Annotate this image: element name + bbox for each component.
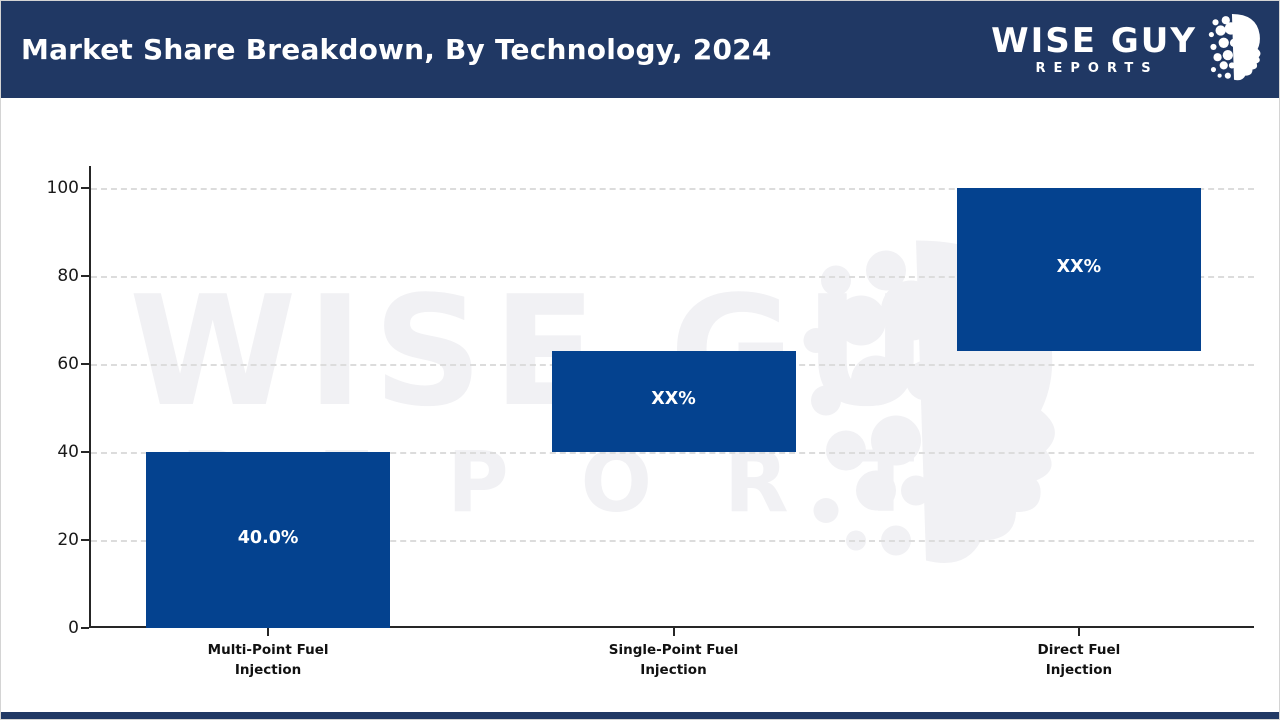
gridline-80 bbox=[91, 276, 1254, 278]
bar-value-label: XX% bbox=[651, 389, 696, 410]
y-axis-tick-label: 60 bbox=[57, 354, 79, 374]
y-axis-tick-label: 100 bbox=[46, 178, 79, 198]
y-axis-tick-label: 40 bbox=[57, 442, 79, 462]
y-axis-tick-mark bbox=[81, 187, 89, 189]
category-label: Multi-Point Fuel Injection bbox=[74, 640, 462, 681]
category-label-line: Injection bbox=[234, 662, 302, 679]
category-label: Direct Fuel Injection bbox=[885, 640, 1273, 681]
category-label-line: Single-Point Fuel bbox=[608, 642, 739, 658]
gridline-40 bbox=[91, 452, 1254, 454]
bar-segment bbox=[551, 350, 796, 452]
bar-value-label: 40.0% bbox=[237, 528, 299, 548]
y-axis-tick-label: 80 bbox=[57, 266, 79, 286]
footer-bar bbox=[1, 712, 1279, 719]
header-bar: Market Share Breakdown, By Technology, 2… bbox=[1, 1, 1279, 98]
logo-wiseguy-label: WISE GUY bbox=[991, 21, 1197, 61]
plot-area: 0 20 40 60 80 100 40.0% Multi-Point Fuel Injecti… bbox=[47, 166, 1254, 678]
x-axis-tick-mark bbox=[672, 628, 675, 636]
category-label-line: Multi-Point Fuel bbox=[207, 642, 329, 658]
gridline-20 bbox=[91, 540, 1254, 542]
bar-segment bbox=[146, 452, 391, 628]
category-label-line: Injection bbox=[640, 662, 707, 679]
y-axis-tick-mark bbox=[81, 539, 89, 541]
x-axis-tick-mark bbox=[267, 628, 270, 636]
bar-value-label: XX% bbox=[1056, 257, 1102, 278]
logo-dotted-face-icon bbox=[1208, 14, 1261, 81]
y-axis-tick-mark bbox=[81, 275, 89, 277]
wise-guy-reports-logo: WISE GUY REPORTS bbox=[991, 9, 1265, 91]
logo-text: WISE GUY REPORTS bbox=[991, 23, 1197, 77]
gridline-100 bbox=[91, 188, 1254, 190]
page-title: Market Share Breakdown, By Technology, 2… bbox=[21, 33, 772, 66]
category-label-line: Injection bbox=[1045, 662, 1113, 679]
y-axis-tick-label: 0 bbox=[68, 618, 79, 638]
category-label-line: Direct Fuel bbox=[1037, 642, 1121, 658]
y-axis-tick-label: 20 bbox=[57, 530, 79, 550]
y-axis-tick-mark bbox=[81, 451, 89, 453]
y-axis-tick-mark bbox=[81, 627, 89, 629]
logo-reports-label: REPORTS bbox=[1035, 61, 1159, 76]
y-axis-tick-mark bbox=[81, 363, 89, 365]
x-axis-tick-mark bbox=[1077, 628, 1080, 636]
category-label: Single-Point Fuel Injection bbox=[480, 640, 868, 681]
